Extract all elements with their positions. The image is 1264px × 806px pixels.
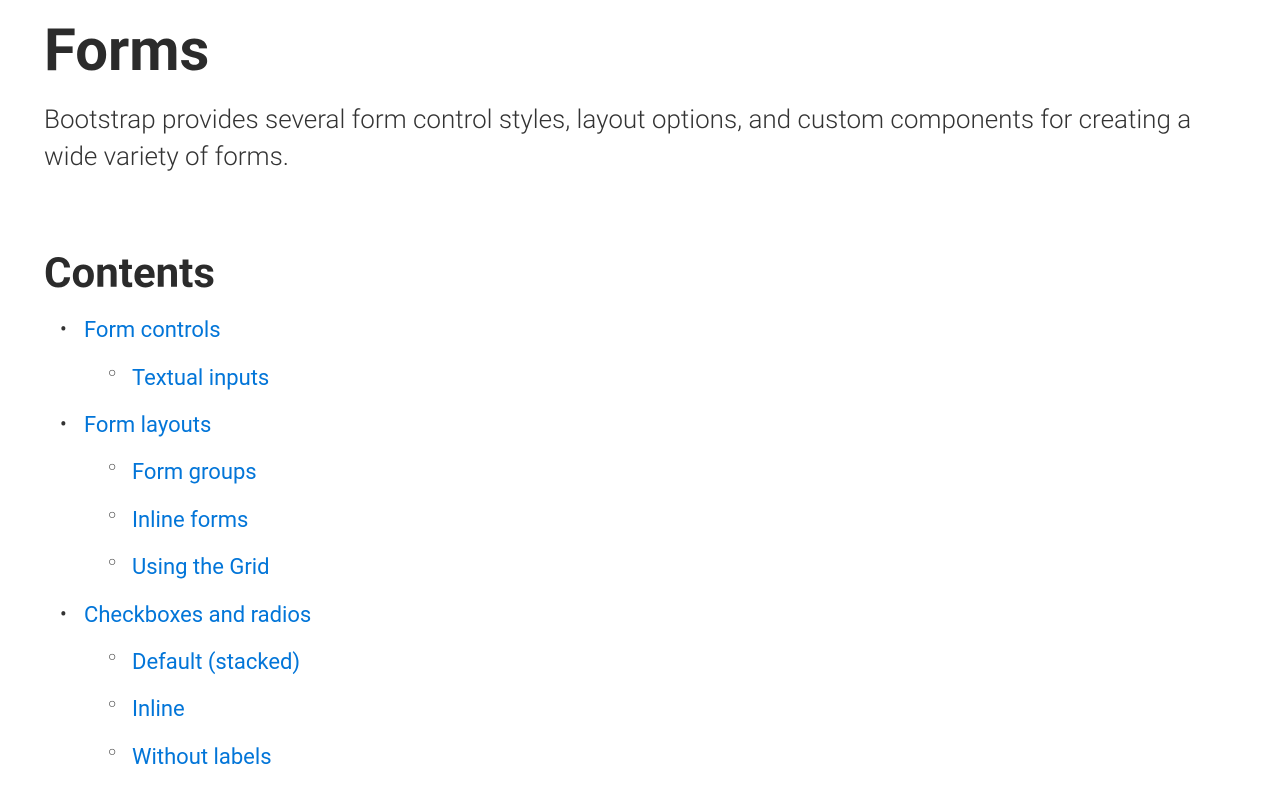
toc-sublist: Textual inputs [84,360,1220,397]
toc-sublist: Form groups Inline forms Using the Grid [84,454,1220,586]
toc-link-form-controls[interactable]: Form controls [84,318,221,343]
toc-link-inline-forms[interactable]: Inline forms [132,508,248,533]
toc-link-form-groups[interactable]: Form groups [132,460,257,485]
toc-subitem: Using the Grid [132,549,1220,586]
toc-link-form-layouts[interactable]: Form layouts [84,413,211,438]
toc-link-inline[interactable]: Inline [132,697,185,722]
toc-subitem: Form groups [132,454,1220,491]
toc-link-checkboxes-and-radios[interactable]: Checkboxes and radios [84,603,311,628]
contents-heading: Contents [44,249,1220,298]
toc-subitem: Default (stacked) [132,644,1220,681]
toc-sublist: Default (stacked) Inline Without labels [84,644,1220,776]
toc-link-without-labels[interactable]: Without labels [132,745,272,770]
toc-item: Form controls Textual inputs [84,312,1220,397]
toc-link-using-the-grid[interactable]: Using the Grid [132,555,270,580]
page-lead: Bootstrap provides several form control … [44,102,1194,177]
toc-subitem: Without labels [132,739,1220,776]
toc-subitem: Inline forms [132,502,1220,539]
toc-link-default-stacked[interactable]: Default (stacked) [132,650,300,675]
toc-item: Form layouts Form groups Inline forms Us… [84,407,1220,587]
page-title: Forms [44,20,1220,84]
toc-item: Checkboxes and radios Default (stacked) … [84,597,1220,777]
toc-link-textual-inputs[interactable]: Textual inputs [132,366,269,391]
toc-subitem: Inline [132,691,1220,728]
toc-subitem: Textual inputs [132,360,1220,397]
table-of-contents: Form controls Textual inputs Form layout… [44,312,1220,776]
